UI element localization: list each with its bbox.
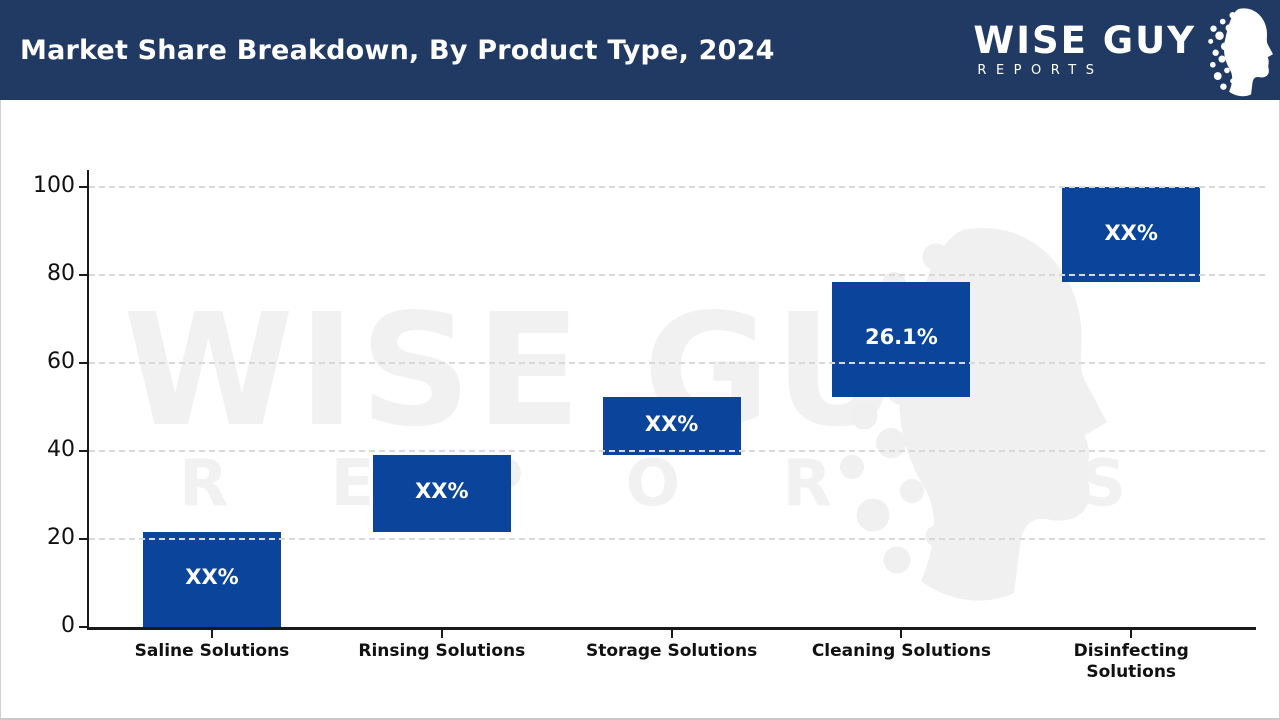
y-tick-label-100: 100 bbox=[33, 173, 75, 198]
x-category-label-disinfecting-solutions: Disinfecting Solutions bbox=[1073, 641, 1189, 683]
bar-rinsing-solutions bbox=[372, 454, 511, 532]
header-band: Market Share Breakdown, By Product Type,… bbox=[0, 0, 1280, 100]
gridline-60 bbox=[89, 362, 1265, 364]
y-tick-label-60: 60 bbox=[47, 349, 75, 374]
logo-wordmark: WISE GUY bbox=[973, 19, 1196, 62]
dotted-head-logo-icon bbox=[1208, 8, 1273, 97]
gridline-40 bbox=[89, 450, 1265, 452]
y-tick-0 bbox=[79, 626, 87, 628]
bar-value-label-rinsing-solutions: XX% bbox=[415, 479, 469, 504]
bar-cleaning-solutions bbox=[832, 282, 971, 397]
bar-value-label-saline-solutions: XX% bbox=[185, 565, 239, 590]
gridline-20 bbox=[89, 538, 1265, 540]
x-category-label-saline-solutions: Saline Solutions bbox=[134, 641, 290, 661]
chart-title: Market Share Breakdown, By Product Type,… bbox=[20, 34, 775, 66]
gridline-80 bbox=[89, 274, 1265, 276]
gridline-100 bbox=[89, 186, 1265, 188]
bar-storage-solutions bbox=[602, 396, 741, 455]
x-tick-disinfecting-solutions bbox=[1130, 630, 1133, 638]
logo-subtitle: REPORTS bbox=[977, 63, 1104, 78]
y-tick-80 bbox=[79, 274, 87, 276]
y-tick-label-20: 20 bbox=[47, 525, 75, 550]
x-tick-rinsing-solutions bbox=[440, 630, 443, 638]
plot-area: WISE GUY R E P O R T S 0 20 40 60 80 100 XX% Sa… bbox=[0, 100, 1280, 720]
y-tick-100 bbox=[79, 186, 87, 188]
bar-saline-solutions bbox=[143, 531, 281, 627]
y-tick-40 bbox=[79, 450, 87, 452]
y-tick-label-0: 0 bbox=[61, 613, 75, 638]
x-axis-spine bbox=[87, 627, 1256, 630]
y-axis-spine bbox=[87, 170, 89, 629]
x-category-label-storage-solutions: Storage Solutions bbox=[585, 641, 758, 661]
x-tick-cleaning-solutions bbox=[900, 630, 903, 638]
y-tick-label-80: 80 bbox=[47, 261, 75, 286]
x-category-label-rinsing-solutions: Rinsing Solutions bbox=[358, 641, 526, 661]
y-tick-label-40: 40 bbox=[47, 437, 75, 462]
bar-value-label-disinfecting-solutions: XX% bbox=[1104, 220, 1158, 245]
y-tick-20 bbox=[79, 538, 87, 540]
y-tick-60 bbox=[79, 362, 87, 364]
wise-guy-logo: WISE GUY REPORTS bbox=[973, 22, 1196, 78]
bar-disinfecting-solutions bbox=[1062, 187, 1201, 283]
x-tick-storage-solutions bbox=[670, 630, 673, 638]
bar-value-label-cleaning-solutions: 26.1% bbox=[864, 325, 938, 350]
bar-value-label-storage-solutions: XX% bbox=[644, 411, 699, 436]
x-category-label-cleaning-solutions: Cleaning Solutions bbox=[811, 641, 991, 661]
x-tick-saline-solutions bbox=[211, 630, 213, 638]
